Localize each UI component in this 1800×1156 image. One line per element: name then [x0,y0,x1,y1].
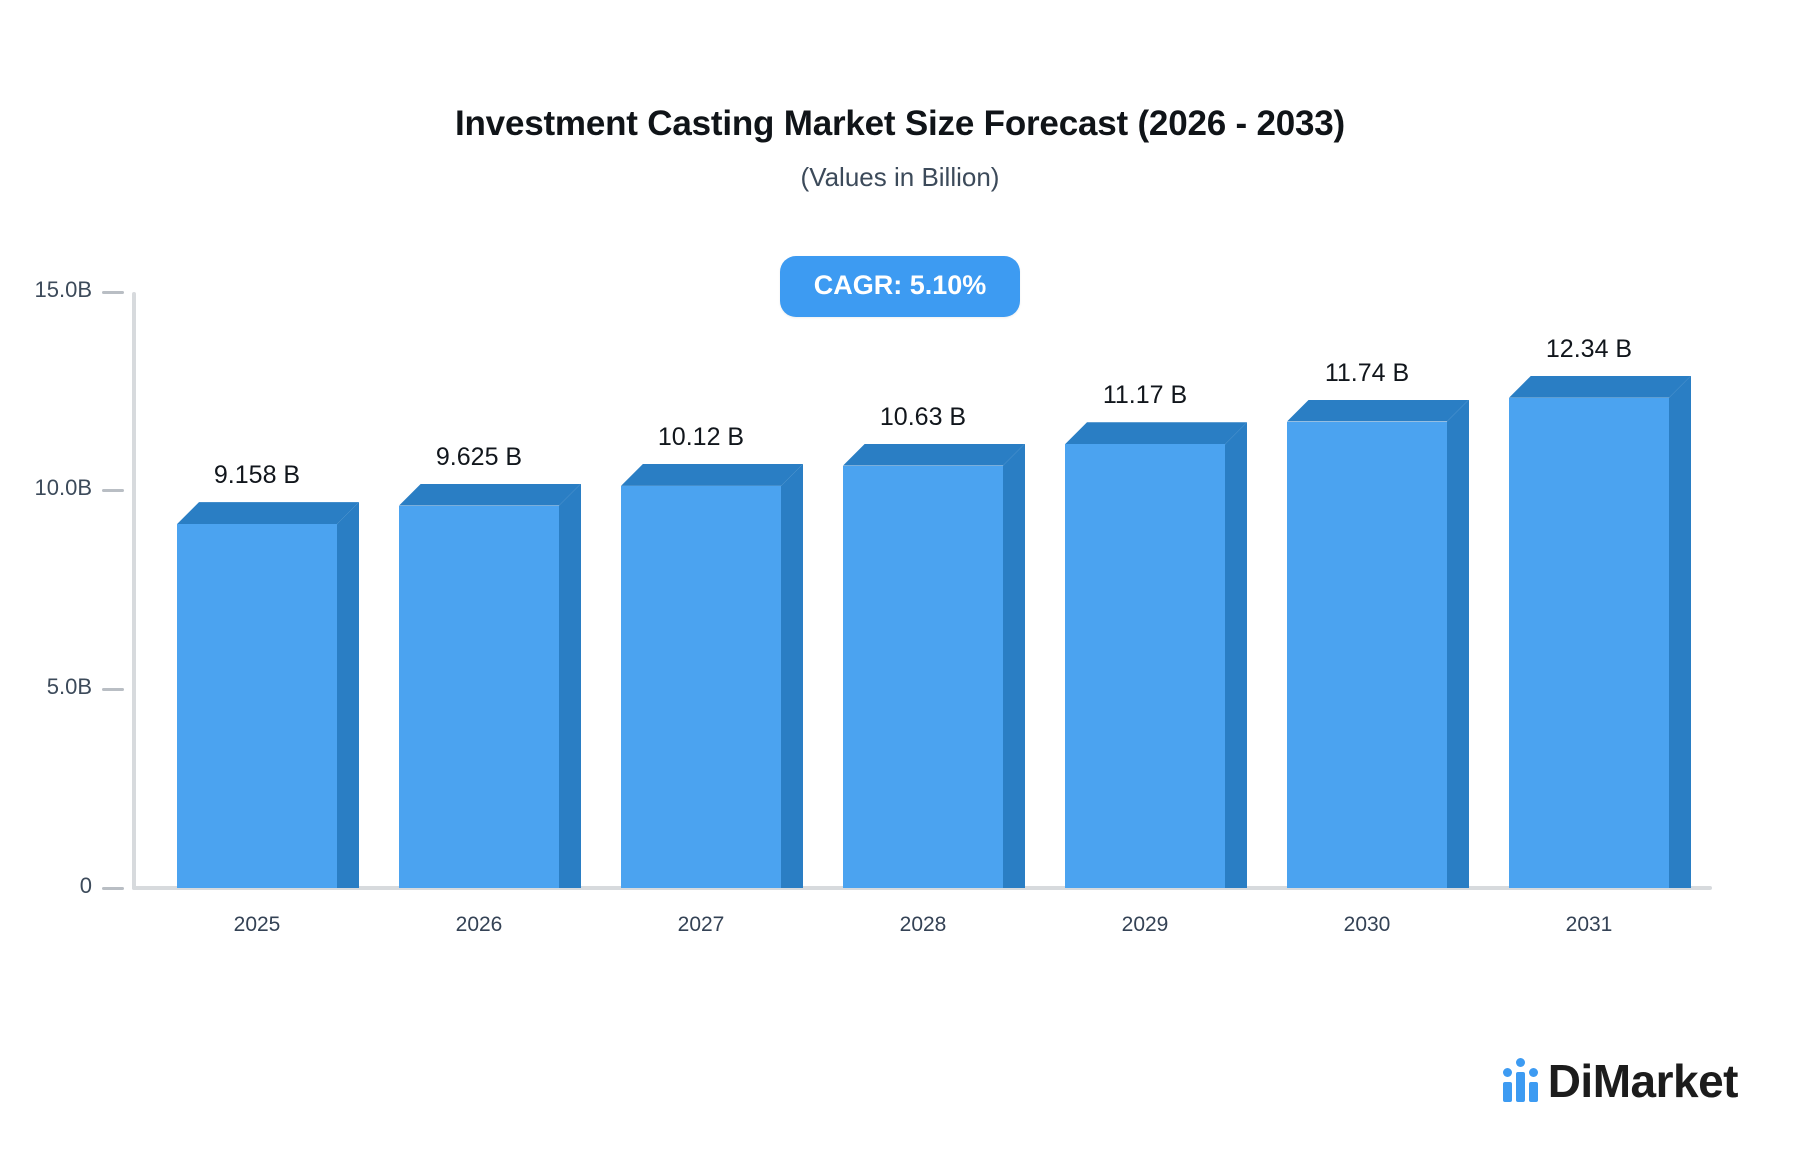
x-axis-tick-label-2031: 2031 [1565,913,1613,936]
bar-top-3d [177,502,359,525]
bar-2028[interactable]: 10.63 B [843,403,1025,888]
bar-side-3d [781,463,803,888]
bar-face [843,465,1003,888]
bar-value-label: 10.63 B [879,402,967,431]
bar-face [621,485,781,888]
brand-logo: DiMarket [1502,1055,1739,1107]
page-title: Investment Casting Market Size Forecast … [454,104,1346,143]
y-axis-tick-dash [102,887,124,890]
x-axis-tick-label-2030: 2030 [1343,913,1391,936]
bar-2030[interactable]: 11.74 B [1287,359,1469,888]
y-axis-tick-dash [102,291,124,294]
bar-top-3d [1509,375,1691,398]
bar-2026[interactable]: 9.625 B [399,443,581,888]
status-badge-cagr[interactable]: CAGR: 5.10% [779,256,1021,317]
x-axis-tick-label-2029: 2029 [1121,913,1169,936]
y-axis-line [132,292,136,890]
bar-side-3d [337,502,359,888]
bar-value-label: 10.12 B [657,422,745,451]
bar-face [177,524,337,888]
y-axis-tick-label: 15.0B [34,277,93,302]
bar-value-label: 9.158 B [213,461,301,490]
x-axis-line [132,886,1712,890]
logo-bars-icon [1502,1058,1538,1102]
bar-2031[interactable]: 12.34 B [1509,335,1691,888]
x-axis-tick-label-2028: 2028 [899,913,947,936]
bar-value-label: 11.17 B [1102,381,1188,410]
bar-face [1509,397,1669,888]
chart-subtitle: (Values in Billion) [800,162,1000,193]
cagr-badge-container: CAGR: 5.10% [0,256,1800,317]
bar-2025[interactable]: 9.158 B [177,461,359,888]
x-axis-tick-label-2025: 2025 [233,913,281,936]
bar-side-3d [1669,375,1691,888]
bar-value-label: 9.625 B [435,442,523,471]
bar-side-3d [1225,422,1247,888]
bar-face [399,505,559,888]
bar-2029[interactable]: 11.17 B [1065,381,1247,888]
bar-2027[interactable]: 10.12 B [621,423,803,888]
bar-top-3d [399,483,581,506]
bar-face [1065,444,1225,888]
bar-top-3d [621,463,803,486]
y-axis-tick-dash [102,489,124,492]
bar-top-3d [843,443,1025,466]
x-axis-tick-label-2027: 2027 [677,913,725,936]
bar-side-3d [559,483,581,888]
y-axis-tick-label: 10.0B [34,475,93,500]
chart-header: Investment Casting Market Size Forecast … [0,104,1800,193]
y-axis-tick-dash [102,688,124,691]
logo-text: DiMarket [1547,1055,1739,1107]
bar-top-3d [1287,399,1469,422]
x-axis-tick-label-2026: 2026 [455,913,503,936]
y-axis-tick-label: 0 [79,873,92,898]
bar-top-3d [1065,422,1247,445]
bar-side-3d [1447,399,1469,888]
y-axis-tick-label: 5.0B [46,674,92,699]
bar-side-3d [1003,443,1025,888]
bar-value-label: 12.34 B [1545,334,1633,363]
bar-face [1287,421,1447,888]
bar-value-label: 11.74 B [1324,358,1410,387]
